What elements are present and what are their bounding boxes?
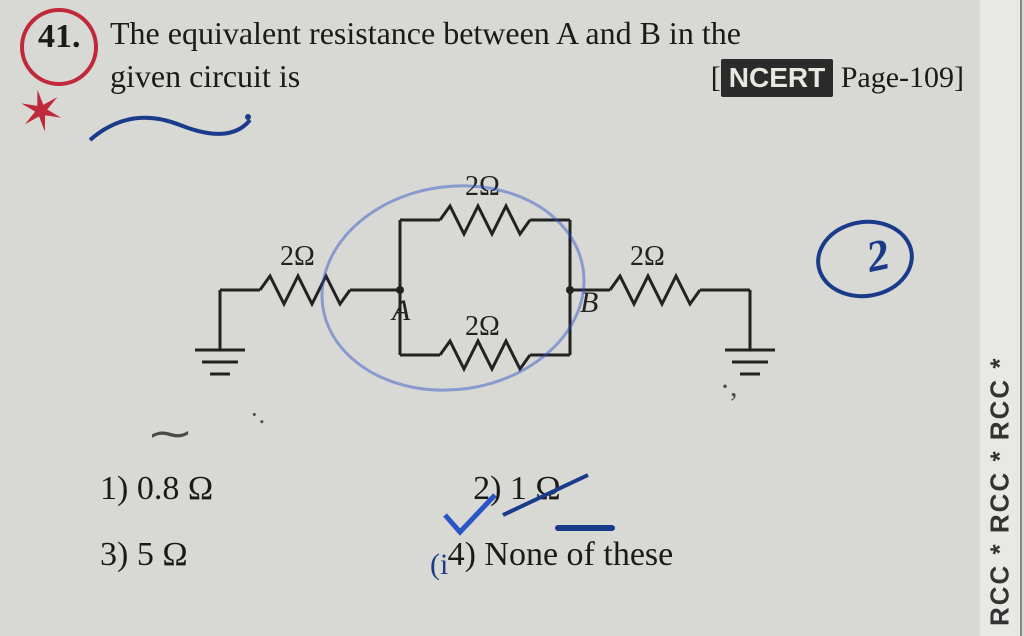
option-1: 1) 0.8 Ω <box>100 470 213 508</box>
resistor-left-label: 2Ω <box>280 241 315 272</box>
red-star-icon: ✶ <box>13 76 70 148</box>
question-line1: The equivalent resistance between A and … <box>110 15 741 51</box>
option-3: 3) 5 Ω <box>100 536 188 574</box>
pencil-mark-1: ⁓ <box>150 410 190 457</box>
option2-strike <box>498 470 598 520</box>
question-number: 41. <box>38 18 81 56</box>
pencil-mark-2: ·, <box>720 370 738 404</box>
resistor-right-label: 2Ω <box>630 241 665 272</box>
pencil-mark-3: ·. <box>250 400 265 430</box>
side-strip-text: RCC * RCC * RCC * <box>980 0 1022 636</box>
question-page: 41. The equivalent resistance between A … <box>0 0 1024 626</box>
handwritten-answer-circle <box>811 214 919 305</box>
question-line2: given circuit is <box>110 58 300 94</box>
pen-mark-i: (i <box>430 548 448 582</box>
option2-underline <box>555 525 615 531</box>
page-ref: Page-109] <box>833 61 964 94</box>
question-text: The equivalent resistance between A and … <box>110 12 964 99</box>
option2-tick-icon <box>440 490 500 540</box>
option-4: 4) None of these <box>448 536 674 574</box>
ncert-badge: NCERT <box>721 59 833 97</box>
